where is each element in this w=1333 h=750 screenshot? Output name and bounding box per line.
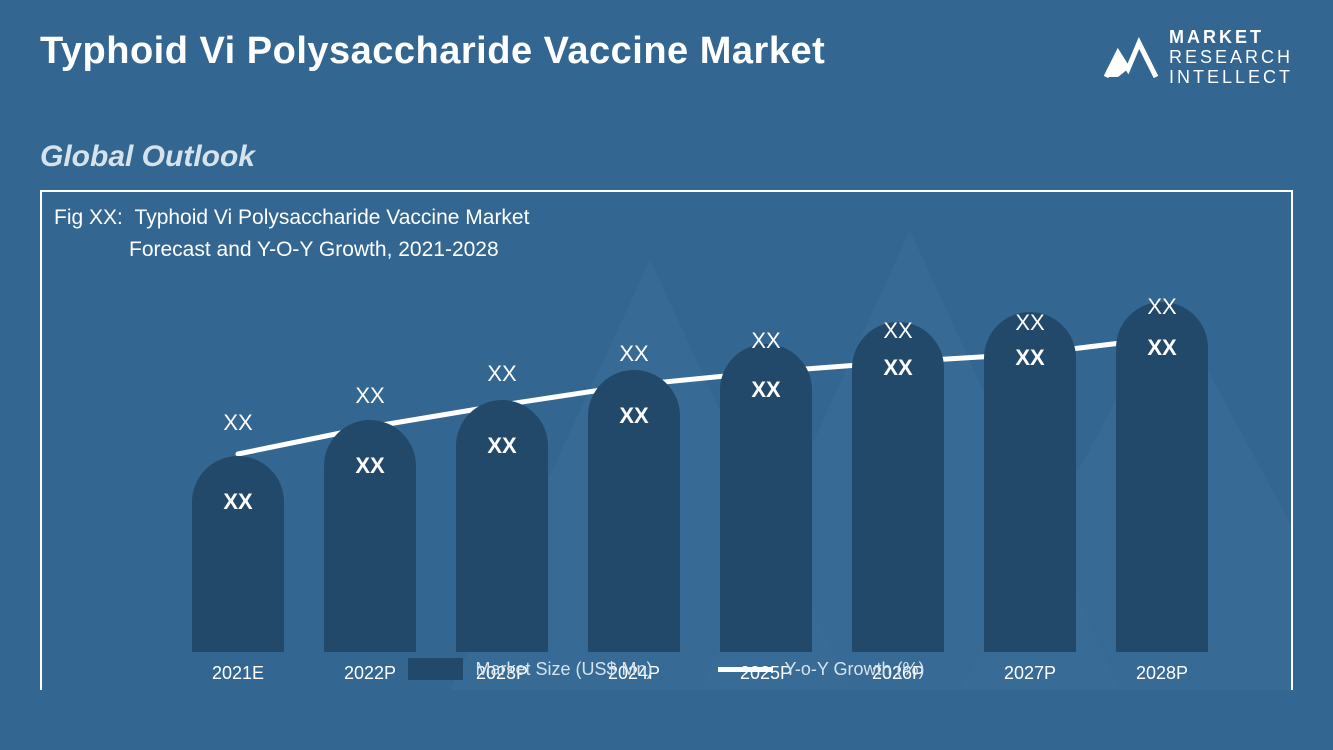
line-value-label: XX (852, 318, 944, 344)
line-value-label: XX (192, 410, 284, 436)
bar-group: XXXX2024P (588, 272, 680, 652)
chart-legend: Market Size (US$ Mn) Y-o-Y Growth (%) (42, 658, 1291, 680)
logo-text: MARKET RESEARCH INTELLECT (1169, 28, 1293, 87)
line-value-label: XX (324, 383, 416, 409)
line-value-label: XX (984, 310, 1076, 336)
subtitle: Global Outlook (40, 140, 255, 174)
bar-value-circle: XX (588, 370, 680, 462)
bar-value-circle: XX (192, 456, 284, 548)
line-value-label: XX (1116, 294, 1208, 320)
bar-group: XXXX2027P (984, 272, 1076, 652)
bar-group: XXXX2022P (324, 272, 416, 652)
bar-group: XXXX2021E (192, 272, 284, 652)
chart-frame: Fig XX: Typhoid Vi Polysaccharide Vaccin… (40, 190, 1293, 690)
line-value-label: XX (720, 328, 812, 354)
logo-icon (1104, 33, 1159, 83)
line-value-label: XX (456, 361, 548, 387)
legend-bar: Market Size (US$ Mn) (408, 658, 652, 680)
line-value-label: XX (588, 341, 680, 367)
figure-caption: Fig XX: Typhoid Vi Polysaccharide Vaccin… (54, 202, 529, 265)
bar-value-circle: XX (720, 344, 812, 436)
legend-line-label: Y-o-Y Growth (%) (785, 659, 925, 680)
bar-group: XXXX2025P (720, 272, 812, 652)
bar-value-circle: XX (324, 420, 416, 512)
bar-value-circle: XX (456, 400, 548, 492)
legend-bar-swatch (408, 658, 463, 680)
legend-line: Y-o-Y Growth (%) (718, 659, 925, 680)
legend-bar-label: Market Size (US$ Mn) (475, 659, 652, 680)
bar-group: XXXX2028P (1116, 272, 1208, 652)
bar-group: XXXX2026P (852, 272, 944, 652)
page-title: Typhoid Vi Polysaccharide Vaccine Market (40, 30, 825, 73)
bar-group: XXXX2023P (456, 272, 548, 652)
brand-logo: MARKET RESEARCH INTELLECT (1104, 28, 1293, 87)
chart-plot: XXXX2021EXXXX2022PXXXX2023PXXXX2024PXXXX… (192, 272, 1252, 652)
legend-line-swatch (718, 667, 773, 672)
